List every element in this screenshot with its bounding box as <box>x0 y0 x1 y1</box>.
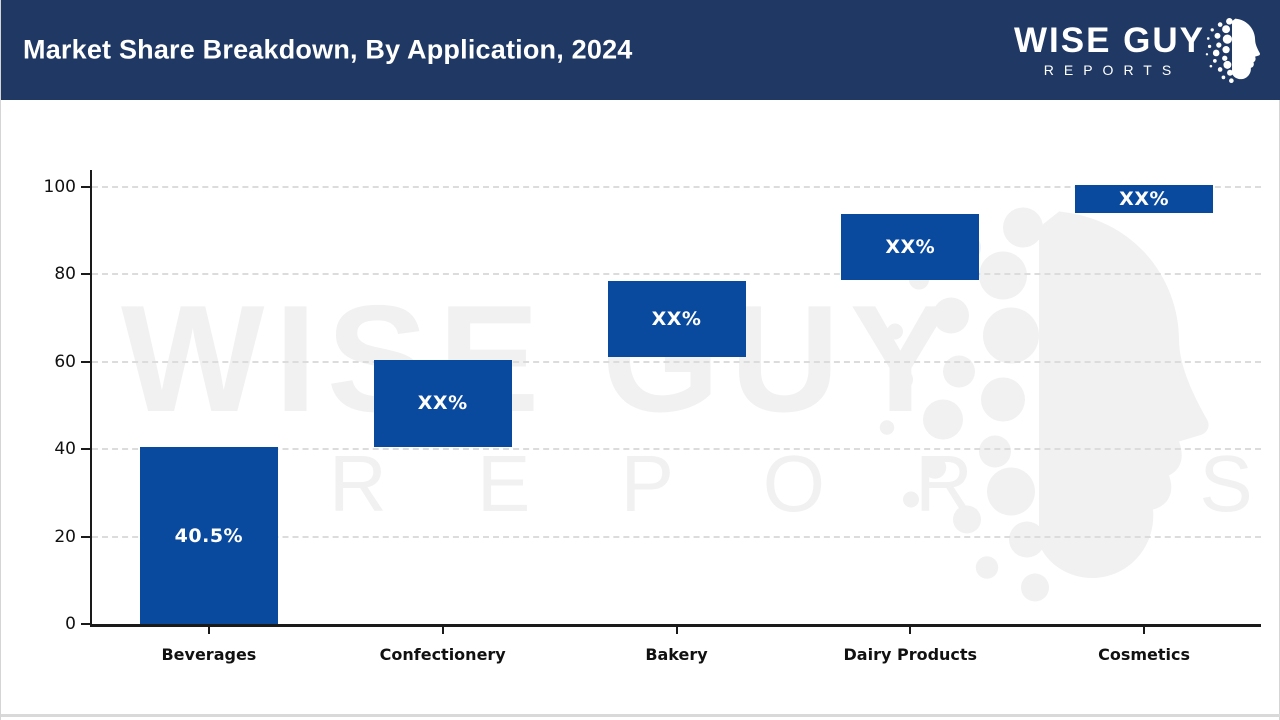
gridline <box>92 360 1261 363</box>
bar-value-label: XX% <box>651 308 702 331</box>
y-axis-tick <box>81 273 90 276</box>
gridline <box>92 448 1261 451</box>
y-tick-label: 60 <box>54 351 76 372</box>
watermark-head-icon <box>879 207 1209 602</box>
brand-logo: WISE GUY REPORTS <box>1014 8 1267 94</box>
brand-logo-text: WISE GUY REPORTS <box>1014 23 1205 79</box>
y-tick-label: 80 <box>54 264 76 285</box>
header-band: Market Share Breakdown, By Application, … <box>1 0 1280 100</box>
x-axis-tick <box>909 627 912 634</box>
bar-value-label: XX% <box>1119 188 1170 211</box>
y-tick-label: 20 <box>54 526 76 547</box>
y-axis-tick <box>81 360 90 363</box>
x-axis-tick <box>207 627 210 634</box>
bar-bakery: XX% <box>607 280 746 358</box>
brand-name: WISE GUY <box>1013 21 1205 60</box>
bar-value-label: XX% <box>885 235 936 258</box>
bar-dairy-products: XX% <box>841 214 980 280</box>
gridline <box>92 186 1261 188</box>
gridline <box>92 273 1261 276</box>
bar-value-label: 40.5% <box>174 524 244 547</box>
y-axis-tick <box>81 623 90 625</box>
y-axis-tick <box>81 186 90 188</box>
chart-title: Market Share Breakdown, By Application, … <box>23 34 633 65</box>
plot-area: 0 20 40 60 80 100 40.5% Beverages XX% Confectione… <box>44 170 1261 664</box>
y-tick-label: 40 <box>54 439 76 460</box>
y-axis-tick <box>81 535 90 538</box>
y-axis-tick <box>81 448 90 451</box>
watermark-text-primary: WISE GUY <box>121 274 962 444</box>
x-category-label: Dairy Products <box>843 645 978 664</box>
bar-value-label: XX% <box>417 392 468 415</box>
gridline <box>92 535 1261 538</box>
x-axis-tick <box>441 627 444 634</box>
footer-divider <box>1 714 1280 717</box>
x-axis-tick <box>1143 627 1146 634</box>
bar-confectionery: XX% <box>373 359 512 448</box>
brand-head-icon <box>1205 18 1260 84</box>
brand-subname: REPORTS <box>1043 62 1182 78</box>
x-category-label: Confectionery <box>379 645 506 664</box>
x-category-label: Cosmetics <box>1098 645 1191 664</box>
bar-beverages: 40.5% <box>139 447 278 624</box>
x-axis-tick <box>675 627 678 634</box>
bar-cosmetics: XX% <box>1075 184 1214 214</box>
x-category-label: Bakery <box>645 645 708 664</box>
y-tick-label: 0 <box>65 614 76 634</box>
x-category-label: Beverages <box>161 645 257 664</box>
y-tick-label: 100 <box>43 177 76 197</box>
